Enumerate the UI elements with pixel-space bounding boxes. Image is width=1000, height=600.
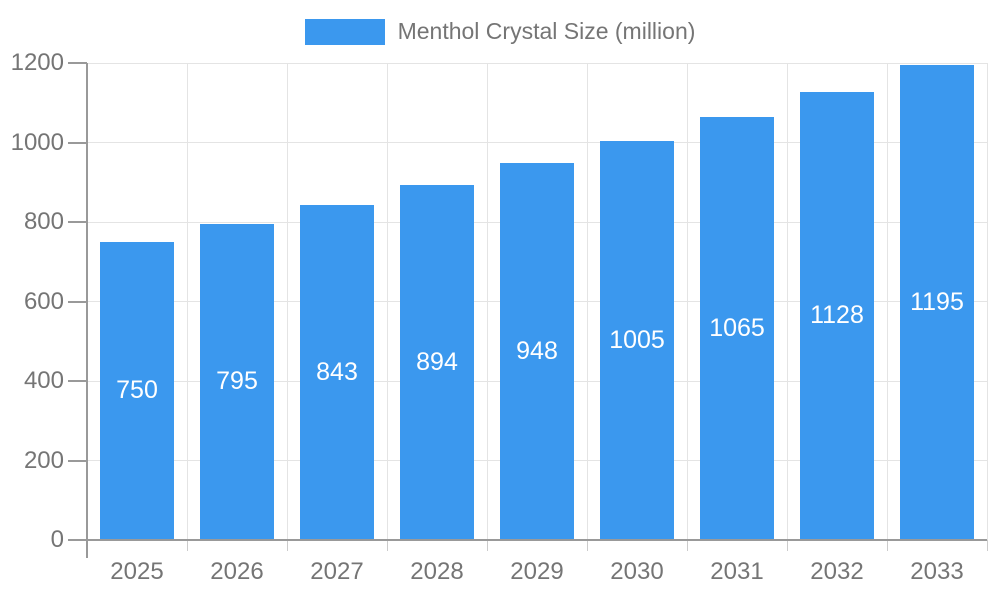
legend-title: Menthol Crystal Size (million) [397, 18, 696, 44]
x-axis-tick [186, 540, 188, 551]
bar-value-label: 894 [416, 347, 458, 376]
gridline-vertical [586, 63, 588, 540]
y-axis-label: 400 [23, 367, 64, 394]
x-axis-tick [886, 540, 888, 551]
x-axis-tick [386, 540, 388, 551]
bar-value-label: 1065 [709, 313, 765, 342]
gridline-vertical [886, 63, 888, 540]
gridline-vertical [186, 63, 188, 540]
y-axis-label: 0 [50, 526, 64, 553]
y-axis-label: 1000 [10, 128, 64, 156]
y-axis-tick [68, 221, 87, 223]
gridline-vertical [986, 63, 988, 540]
bar-2031[interactable]: 1065 [700, 116, 774, 540]
bar-value-label: 750 [116, 376, 158, 405]
gridline-vertical [386, 63, 388, 540]
x-axis-label: 2032 [810, 558, 864, 585]
x-axis-label: 2033 [910, 558, 964, 585]
x-axis-tick [586, 540, 588, 551]
x-axis-tick [286, 540, 288, 551]
y-axis-label: 1200 [10, 49, 64, 76]
y-axis-label: 800 [23, 208, 64, 235]
y-axis-line [86, 63, 88, 558]
y-axis-tick [68, 539, 87, 541]
bar-2027[interactable]: 843 [300, 204, 374, 540]
x-axis-tick [486, 540, 488, 551]
y-axis-tick [68, 380, 87, 382]
x-axis-label: 2031 [710, 558, 764, 585]
x-axis-label: 2028 [410, 558, 464, 585]
x-axis-label: 2027 [310, 558, 364, 585]
chart-legend: Menthol Crystal Size (million) [0, 18, 1000, 45]
gridline-horizontal [87, 142, 987, 143]
x-axis-tick [986, 540, 988, 551]
bar-value-label: 843 [316, 357, 358, 386]
bar-2025[interactable]: 750 [100, 241, 174, 540]
y-axis-tick [68, 62, 87, 64]
bar-2033[interactable]: 1195 [900, 64, 974, 540]
bar-2030[interactable]: 1005 [600, 140, 674, 540]
bar-2028[interactable]: 894 [400, 184, 474, 540]
x-axis-label: 2029 [510, 558, 564, 585]
bar-2029[interactable]: 948 [500, 163, 574, 540]
y-axis-tick [68, 141, 87, 144]
bar-2026[interactable]: 795 [200, 223, 274, 540]
bar-2032[interactable]: 1128 [800, 91, 874, 540]
bar-value-label: 795 [216, 367, 258, 396]
y-axis-label: 200 [23, 446, 64, 474]
gridline-vertical [286, 63, 288, 540]
gridline-vertical [786, 63, 788, 540]
bar-value-label: 948 [516, 337, 558, 366]
x-axis-tick [686, 540, 688, 551]
x-axis-label: 2025 [110, 558, 164, 585]
gridline-horizontal [87, 62, 987, 64]
x-axis-tick [786, 540, 788, 551]
x-axis-line [87, 539, 987, 541]
legend-swatch [304, 18, 385, 45]
x-axis-label: 2030 [610, 558, 664, 585]
bar-value-label: 1195 [910, 287, 964, 316]
y-axis-tick [68, 300, 87, 303]
gridline-vertical [486, 63, 488, 540]
x-axis-label: 2026 [210, 558, 264, 585]
bar-value-label: 1128 [810, 301, 864, 330]
y-axis-label: 600 [23, 287, 64, 315]
gridline-vertical [686, 63, 688, 540]
y-axis-tick [68, 459, 87, 462]
bar-value-label: 1005 [609, 325, 665, 354]
